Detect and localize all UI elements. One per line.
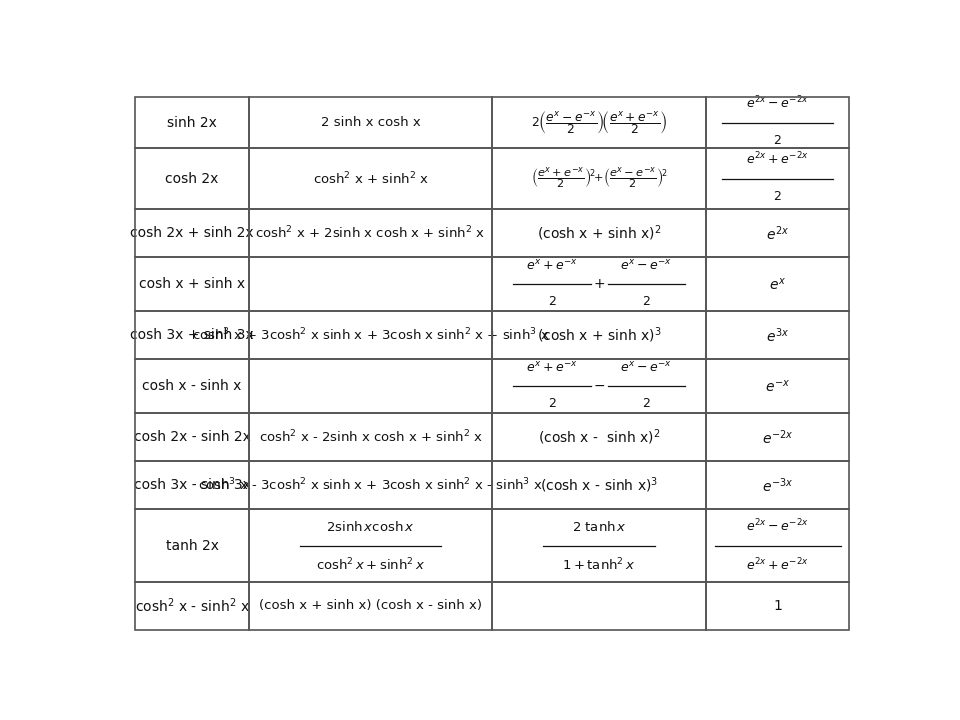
Text: $e^x - e^{-x}$: $e^x - e^{-x}$ xyxy=(620,259,672,273)
Text: $e^{-3x}$: $e^{-3x}$ xyxy=(762,476,793,495)
Text: $2\left(\dfrac{e^x - e^{-x}}{2}\right)\!\left(\dfrac{e^x + e^{-x}}{2}\right)$: $2\left(\dfrac{e^x - e^{-x}}{2}\right)\!… xyxy=(531,109,667,136)
Bar xyxy=(250,509,492,582)
Text: +: + xyxy=(593,277,605,292)
Text: $e^x + e^{-x}$: $e^x + e^{-x}$ xyxy=(526,361,578,375)
Bar xyxy=(134,148,250,210)
Bar xyxy=(492,509,707,582)
Text: (cosh x + sinh x)$^3$: (cosh x + sinh x)$^3$ xyxy=(537,325,661,345)
Bar xyxy=(250,359,492,413)
Text: $e^{2x} + e^{-2x}$: $e^{2x} + e^{-2x}$ xyxy=(746,557,809,574)
Bar xyxy=(492,97,707,148)
Text: 2 sinh x cosh x: 2 sinh x cosh x xyxy=(321,116,420,129)
Bar xyxy=(250,413,492,462)
Bar xyxy=(707,97,849,148)
Text: $e^x + e^{-x}$: $e^x + e^{-x}$ xyxy=(526,259,578,273)
Text: cosh$^2$ x - 2sinh x cosh x + sinh$^2$ x: cosh$^2$ x - 2sinh x cosh x + sinh$^2$ x xyxy=(258,429,483,446)
Text: sinh 2x: sinh 2x xyxy=(167,116,217,130)
Text: cosh$^3$ x - 3cosh$^2$ x sinh x + 3cosh x sinh$^2$ x - sinh$^3$ x: cosh$^3$ x - 3cosh$^2$ x sinh x + 3cosh … xyxy=(198,477,543,494)
Text: (cosh x -  sinh x)$^2$: (cosh x - sinh x)$^2$ xyxy=(538,428,660,447)
Bar xyxy=(134,582,250,630)
Bar xyxy=(492,148,707,210)
Bar xyxy=(134,509,250,582)
Bar xyxy=(492,311,707,359)
Text: cosh 2x + sinh 2x: cosh 2x + sinh 2x xyxy=(131,226,253,240)
Bar xyxy=(492,257,707,311)
Bar xyxy=(250,311,492,359)
Bar xyxy=(707,311,849,359)
Bar xyxy=(250,210,492,257)
Bar xyxy=(707,359,849,413)
Text: cosh 3x - sinh 3x: cosh 3x - sinh 3x xyxy=(133,478,251,492)
Bar xyxy=(134,257,250,311)
Text: $e^{2x} + e^{-2x}$: $e^{2x} + e^{-2x}$ xyxy=(746,150,809,167)
Bar xyxy=(134,311,250,359)
Text: $e^{-x}$: $e^{-x}$ xyxy=(765,378,790,395)
Text: $e^x - e^{-x}$: $e^x - e^{-x}$ xyxy=(620,361,672,375)
Text: $\cosh^2 x + \sinh^2 x$: $\cosh^2 x + \sinh^2 x$ xyxy=(316,557,425,574)
Text: $2$: $2$ xyxy=(642,295,651,308)
Text: (cosh x + sinh x) (cosh x - sinh x): (cosh x + sinh x) (cosh x - sinh x) xyxy=(259,599,482,612)
Bar xyxy=(707,210,849,257)
Text: $e^{3x}$: $e^{3x}$ xyxy=(766,326,789,345)
Text: tanh 2x: tanh 2x xyxy=(165,539,219,552)
Bar xyxy=(250,97,492,148)
Bar xyxy=(134,97,250,148)
Text: cosh x + sinh x: cosh x + sinh x xyxy=(139,277,245,292)
Text: $2\sinh x \cosh x$: $2\sinh x \cosh x$ xyxy=(326,520,415,534)
Bar xyxy=(134,462,250,509)
Text: cosh$^3$ x + 3cosh$^2$ x sinh x + 3cosh x sinh$^2$ x + sinh$^3$ x: cosh$^3$ x + 3cosh$^2$ x sinh x + 3cosh … xyxy=(192,327,549,343)
Text: cosh 2x: cosh 2x xyxy=(165,171,219,186)
Bar xyxy=(707,509,849,582)
Text: cosh$^2$ x - sinh$^2$ x: cosh$^2$ x - sinh$^2$ x xyxy=(134,596,250,615)
Bar xyxy=(492,413,707,462)
Text: $\left(\dfrac{e^x + e^{-x}}{2}\right)^{\!2}\!\!+\!\left(\dfrac{e^x - e^{-x}}{2}\: $\left(\dfrac{e^x + e^{-x}}{2}\right)^{\… xyxy=(531,166,667,192)
Bar xyxy=(707,257,849,311)
Bar xyxy=(250,257,492,311)
Text: −: − xyxy=(593,379,605,393)
Bar xyxy=(134,210,250,257)
Text: cosh$^2$ x + 2sinh x cosh x + sinh$^2$ x: cosh$^2$ x + 2sinh x cosh x + sinh$^2$ x xyxy=(255,225,486,242)
Text: $2$: $2$ xyxy=(774,190,782,203)
Text: $e^{2x} - e^{-2x}$: $e^{2x} - e^{-2x}$ xyxy=(746,94,809,111)
Text: $e^{-2x}$: $e^{-2x}$ xyxy=(762,428,793,446)
Text: 1: 1 xyxy=(773,599,782,613)
Bar xyxy=(492,462,707,509)
Text: cosh$^2$ x + sinh$^2$ x: cosh$^2$ x + sinh$^2$ x xyxy=(313,171,428,187)
Bar xyxy=(492,359,707,413)
Bar xyxy=(134,359,250,413)
Text: $e^{2x} - e^{-2x}$: $e^{2x} - e^{-2x}$ xyxy=(746,517,809,534)
Text: (cosh x + sinh x)$^2$: (cosh x + sinh x)$^2$ xyxy=(537,223,661,243)
Bar xyxy=(134,413,250,462)
Text: $2$: $2$ xyxy=(774,135,782,148)
Bar xyxy=(707,148,849,210)
Text: (cosh x - sinh x)$^3$: (cosh x - sinh x)$^3$ xyxy=(540,475,659,495)
Bar xyxy=(250,582,492,630)
Bar xyxy=(492,582,707,630)
Text: $e^x$: $e^x$ xyxy=(769,276,786,292)
Text: $2\ \tanh x$: $2\ \tanh x$ xyxy=(571,520,627,534)
Text: cosh 2x - sinh 2x: cosh 2x - sinh 2x xyxy=(133,431,251,444)
Bar xyxy=(707,582,849,630)
Bar xyxy=(707,462,849,509)
Text: $2$: $2$ xyxy=(548,295,556,308)
Text: $1 + \tanh^2 x$: $1 + \tanh^2 x$ xyxy=(563,557,636,574)
Text: $e^{2x}$: $e^{2x}$ xyxy=(766,224,789,243)
Text: cosh x - sinh x: cosh x - sinh x xyxy=(142,379,242,393)
Bar xyxy=(492,210,707,257)
Text: cosh 3x + sinh 3x: cosh 3x + sinh 3x xyxy=(131,328,253,342)
Bar xyxy=(250,148,492,210)
Text: $2$: $2$ xyxy=(642,397,651,410)
Text: $2$: $2$ xyxy=(548,397,556,410)
Bar xyxy=(250,462,492,509)
Bar xyxy=(707,413,849,462)
